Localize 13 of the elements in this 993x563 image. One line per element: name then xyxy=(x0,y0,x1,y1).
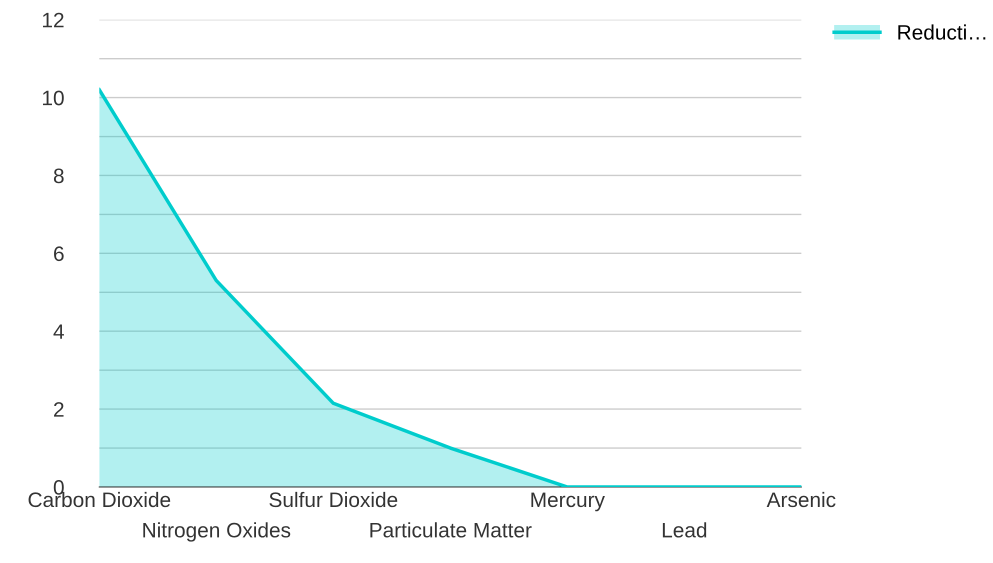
y-tick-label: 8 xyxy=(54,168,64,184)
y-tick-label: 12 xyxy=(42,12,64,28)
legend-label: Reducti… xyxy=(898,24,986,40)
x-tick-label: Nitrogen Oxides xyxy=(143,522,290,542)
y-tick-label: 10 xyxy=(42,90,64,106)
x-tick-label: Particulate Matter xyxy=(370,522,532,538)
y-tick-label: 4 xyxy=(53,324,64,339)
x-tick-label: Lead xyxy=(662,522,706,538)
x-tick-label: Sulfur Dioxide xyxy=(269,492,398,508)
y-tick-label: 6 xyxy=(54,246,64,262)
x-tick-label: Mercury xyxy=(531,492,605,512)
x-tick-label: Arsenic xyxy=(766,492,836,508)
y-tick-label: 2 xyxy=(54,402,64,417)
